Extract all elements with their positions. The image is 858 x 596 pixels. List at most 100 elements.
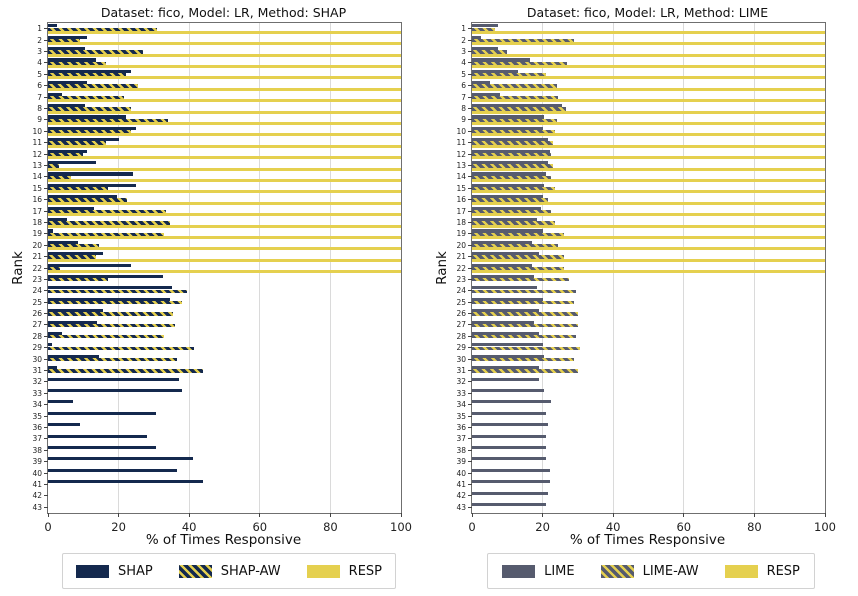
y-tick-label: 21 [32, 252, 42, 262]
bar-shap [48, 126, 137, 130]
bar-resp [472, 270, 825, 274]
bar-shap [48, 434, 147, 438]
y-tick-label: 23 [456, 274, 466, 284]
bar-lime [472, 457, 547, 461]
y-tick-label: 2 [461, 35, 466, 45]
y-tick-mark [44, 256, 48, 258]
bar-lime-aw [472, 300, 575, 305]
bar-shap-aw [48, 130, 131, 134]
y-tick-mark [468, 85, 472, 87]
bar-lime-aw [472, 130, 555, 134]
bar-lime-aw [472, 84, 557, 88]
legend-swatch-lime-aw [600, 564, 634, 578]
bar-shap-aw [48, 300, 183, 305]
bar-lime [472, 240, 532, 244]
y-tick-mark [468, 221, 472, 223]
bar-shap-aw [48, 255, 96, 259]
bar-resp [472, 144, 825, 148]
legend-label: LIME-AW [642, 563, 699, 579]
bar-resp [48, 53, 401, 57]
legend-item-resp: RESP [306, 564, 382, 579]
x-tick-label: 40 [605, 520, 621, 534]
y-tick-label: 3 [37, 46, 42, 56]
chart-panel-lime: Dataset: fico, Model: LR, Method: LIME R… [429, 0, 858, 596]
y-tick-mark [468, 404, 472, 406]
y-tick-label: 37 [456, 434, 466, 444]
bar-shap-aw [48, 357, 177, 362]
bar-lime-aw [472, 141, 554, 145]
bar-resp [48, 270, 401, 274]
y-tick-label: 23 [32, 274, 42, 284]
y-tick-label: 17 [32, 206, 42, 216]
bar-lime [472, 366, 540, 370]
legend-label: SHAP [117, 563, 153, 579]
bar-shap-aw [48, 164, 59, 168]
x-tick-mark [542, 513, 544, 517]
bar-shap-aw [48, 198, 128, 202]
gridline [683, 23, 685, 513]
y-tick-mark [468, 233, 472, 235]
y-tick-mark [44, 210, 48, 212]
bar-lime [472, 286, 538, 290]
gridline [118, 23, 120, 513]
y-tick-mark [468, 495, 472, 497]
bar-lime [472, 104, 562, 108]
y-tick-label: 39 [456, 457, 466, 467]
y-tick-mark [44, 290, 48, 292]
bar-shap [48, 149, 87, 153]
bar-shap-aw [48, 187, 108, 191]
y-tick-mark [44, 85, 48, 87]
y-tick-label: 13 [32, 160, 42, 170]
y-tick-label: 6 [37, 81, 42, 91]
y-tick-mark [468, 62, 472, 64]
bar-resp [472, 121, 825, 126]
bar-lime [472, 263, 532, 267]
bar-lime [472, 320, 534, 324]
y-tick-mark [44, 358, 48, 360]
bar-shap-aw [48, 312, 174, 316]
y-tick-mark [468, 415, 472, 417]
y-tick-label: 4 [461, 58, 466, 68]
x-tick-mark [471, 513, 473, 517]
y-tick-label: 42 [32, 491, 42, 501]
y-tick-label: 15 [32, 183, 42, 193]
y-tick-mark [468, 244, 472, 246]
bar-lime [472, 58, 531, 62]
bar-lime [472, 183, 545, 187]
bar-resp [472, 156, 825, 160]
y-tick-mark [44, 73, 48, 75]
y-tick-label: 39 [32, 457, 42, 467]
y-tick-mark [44, 484, 48, 485]
x-tick-label: 20 [535, 520, 550, 534]
y-tick-mark [468, 96, 472, 98]
y-tick-mark [468, 438, 472, 440]
bar-shap-aw [48, 335, 165, 339]
bar-resp [48, 247, 401, 251]
y-tick-label: 20 [456, 240, 466, 250]
legend-item-lime: LIME [502, 564, 575, 579]
bar-resp [472, 76, 825, 80]
y-tick-mark [44, 221, 48, 223]
bar-shap-aw [48, 209, 167, 214]
bar-lime-aw [472, 61, 568, 65]
bar-shap [48, 343, 52, 347]
bar-shap [48, 297, 170, 301]
gridline [612, 23, 614, 513]
bar-shap-aw [48, 232, 165, 236]
y-tick-mark [468, 278, 472, 280]
y-tick-mark [44, 199, 48, 201]
y-tick-label: 28 [32, 331, 42, 341]
y-tick-label: 7 [461, 92, 466, 102]
x-tick-label: 0 [44, 520, 52, 534]
y-tick-mark [468, 256, 472, 258]
y-tick-label: 10 [456, 126, 466, 136]
bar-lime-aw [472, 266, 564, 271]
y-tick-label: 42 [456, 491, 466, 501]
bar-resp [472, 87, 825, 91]
y-tick-mark [468, 472, 472, 474]
y-tick-label: 1 [37, 24, 42, 34]
y-tick-mark [44, 62, 48, 64]
y-tick-mark [468, 370, 472, 372]
bar-lime [472, 206, 541, 210]
bar-lime [472, 35, 481, 39]
